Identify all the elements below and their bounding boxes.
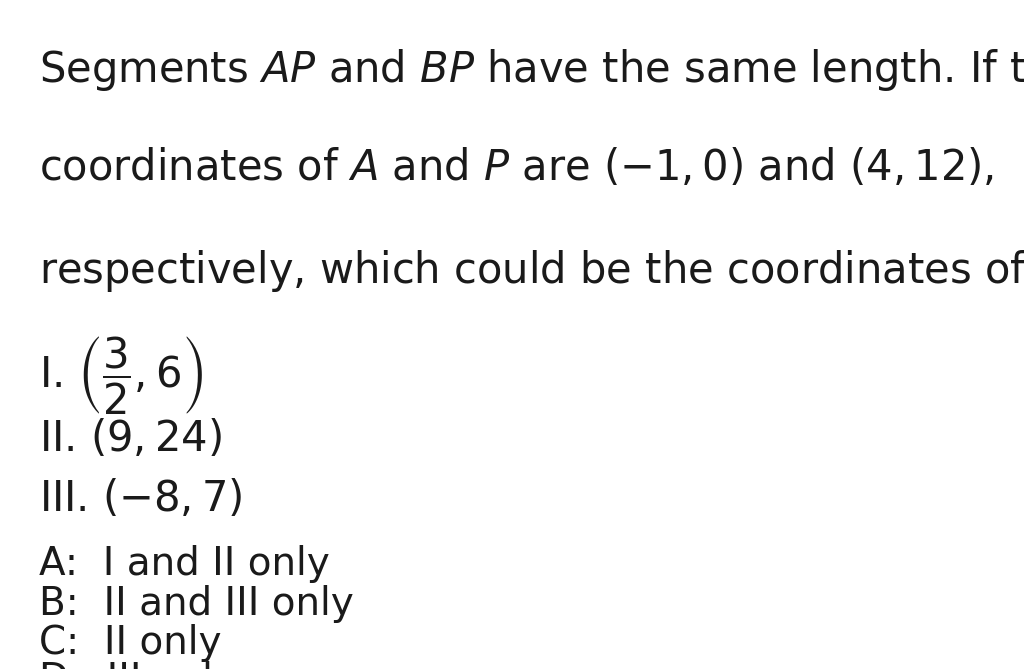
Text: III. $(-8, 7)$: III. $(-8, 7)$: [39, 478, 243, 520]
Text: A:  I and II only: A: I and II only: [39, 545, 330, 583]
Text: B:  II and III only: B: II and III only: [39, 585, 353, 624]
Text: II. $(9, 24)$: II. $(9, 24)$: [39, 418, 221, 460]
Text: C:  II only: C: II only: [39, 624, 221, 662]
Text: respectively, which could be the coordinates of $B$ ?: respectively, which could be the coordin…: [39, 248, 1024, 294]
Text: D:  III only: D: III only: [39, 661, 236, 669]
Text: I. $\left(\dfrac{3}{2}, 6\right)$: I. $\left(\dfrac{3}{2}, 6\right)$: [39, 334, 204, 417]
Text: coordinates of $A$ and $P$ are $(-1, 0)$ and $(4, 12),$: coordinates of $A$ and $P$ are $(-1, 0)$…: [39, 147, 994, 189]
Text: Segments $AP$ and $BP$ have the same length. If the: Segments $AP$ and $BP$ have the same len…: [39, 47, 1024, 93]
